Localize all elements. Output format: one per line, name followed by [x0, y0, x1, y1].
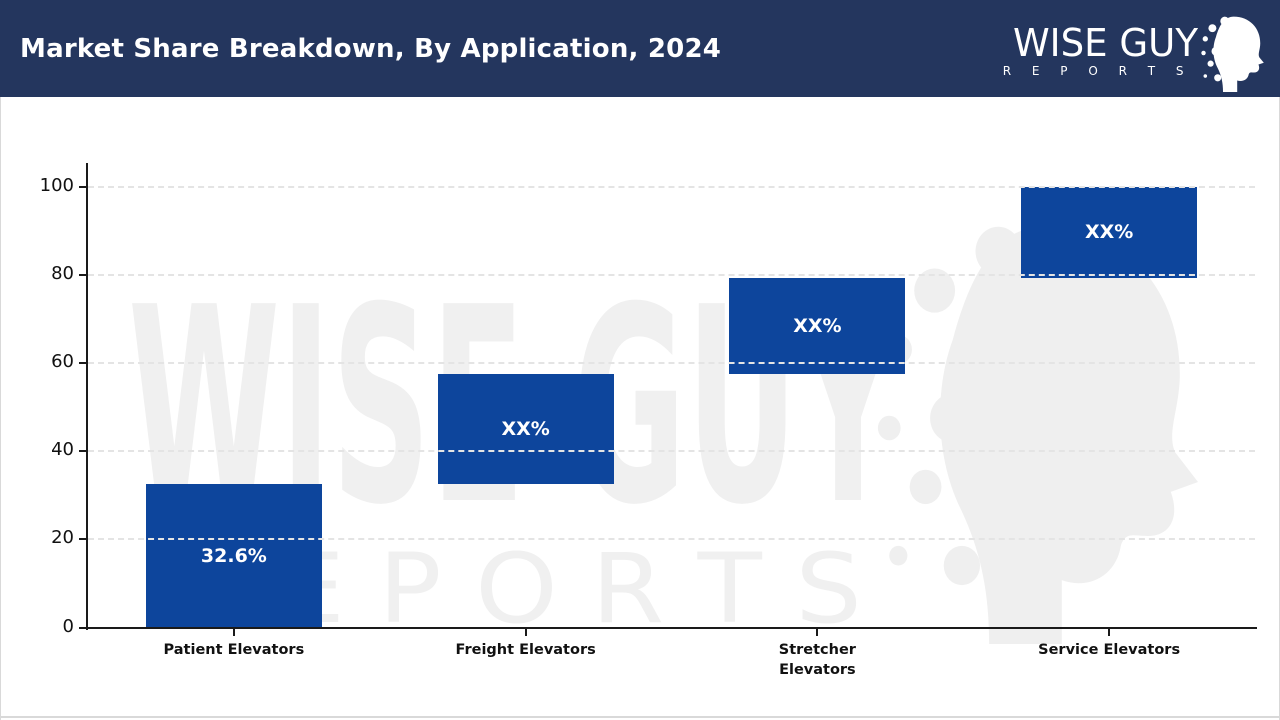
logo-reports-text: R E P O R T S — [1002, 64, 1192, 78]
category-label: Patient Elevators — [163, 641, 305, 658]
y-tick-label: 100 — [39, 174, 74, 196]
x-tick — [232, 626, 235, 636]
x-axis — [85, 626, 1257, 629]
header-bar: Market Share Breakdown, By Application, … — [0, 0, 1280, 97]
bottom-border — [0, 716, 1280, 718]
x-tick — [524, 626, 527, 636]
gridline — [88, 273, 1255, 276]
logo-head-icon — [1201, 16, 1264, 92]
y-tick-label: 40 — [51, 439, 74, 461]
bar-value-label: 32.6% — [200, 544, 267, 567]
bar: XX% — [729, 277, 906, 375]
bar-value-label: XX% — [793, 315, 842, 338]
bar-value-label: XX% — [1084, 221, 1134, 244]
bar-value-label: XX% — [501, 418, 550, 441]
gridline — [88, 185, 1255, 188]
y-tick-label: 60 — [51, 350, 74, 372]
bar: XX% — [437, 374, 614, 484]
gridline — [88, 538, 1255, 541]
category-label: Freight Elevators — [455, 641, 596, 658]
logo-wordmark-text: WISE GUY — [1013, 22, 1198, 64]
category-label: Stretcher Elevators — [778, 641, 856, 678]
left-border — [0, 97, 1, 720]
y-tick-label: 80 — [51, 262, 74, 284]
y-axis — [85, 163, 88, 630]
logo: WISE GUY R E P O R T S — [1002, 8, 1266, 92]
y-tick — [79, 361, 88, 364]
bar: XX% — [1021, 186, 1198, 278]
chart: 0 20 40 60 80 100 32.6% Patient Elevators XX% Fre… — [0, 97, 1280, 720]
y-tick-label: 20 — [51, 527, 74, 549]
y-tick — [79, 626, 88, 629]
y-tick — [79, 450, 88, 453]
x-tick — [816, 626, 819, 636]
bar: 32.6% — [145, 483, 322, 628]
y-tick — [79, 538, 88, 541]
gridline — [88, 450, 1255, 453]
gridline — [88, 361, 1255, 364]
y-tick — [79, 185, 88, 188]
y-tick — [79, 273, 88, 276]
category-label: Service Elevators — [1038, 641, 1181, 658]
page-title: Market Share Breakdown, By Application, … — [20, 33, 722, 64]
y-tick-label: 0 — [62, 615, 74, 637]
logo-wordmark: WISE GUY — [1013, 22, 1198, 64]
